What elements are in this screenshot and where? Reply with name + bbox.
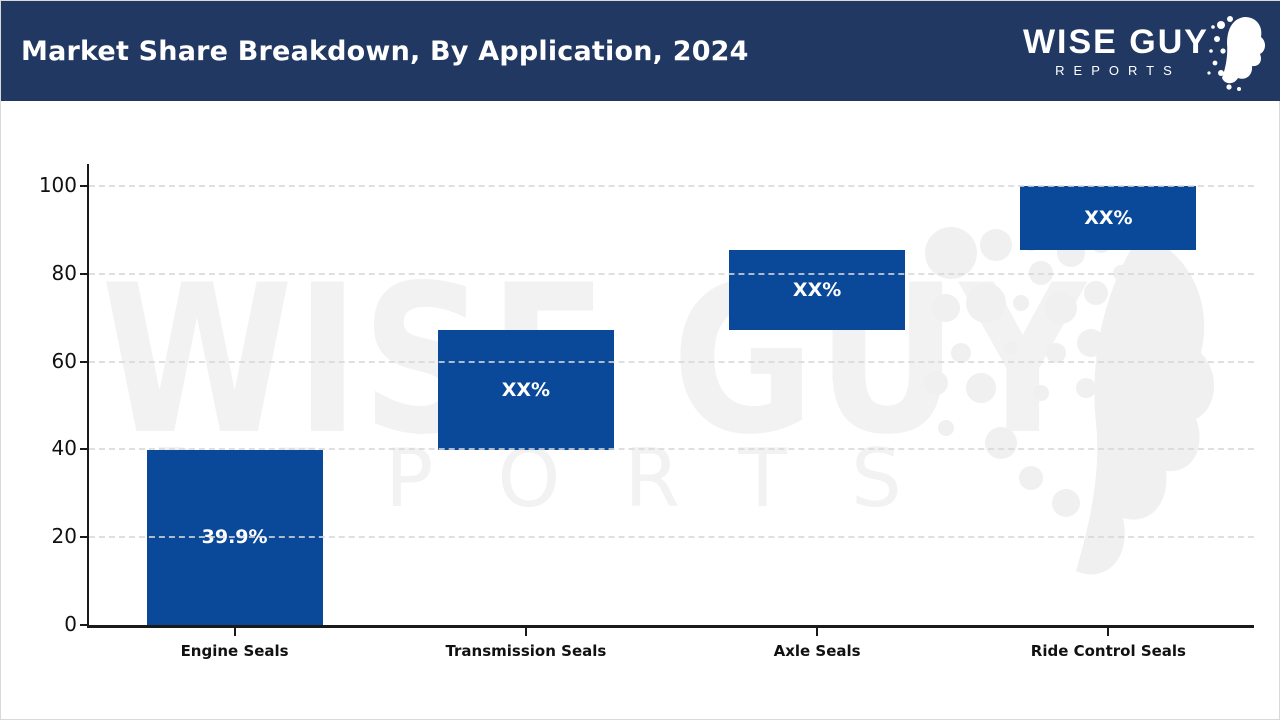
- logo-text: WISE GUY REPORTS: [1023, 25, 1209, 77]
- gridline-40: [89, 448, 1254, 451]
- header-bar: Market Share Breakdown, By Application, …: [1, 1, 1280, 101]
- bar-axle-seals: XX%: [729, 249, 906, 330]
- ytick-label-20: 20: [51, 524, 77, 549]
- chart-title: Market Share Breakdown, By Application, …: [21, 35, 749, 67]
- gridline-60: [89, 360, 1254, 363]
- bar-ride-control-seals: XX%: [1020, 186, 1197, 250]
- ytick-label-60: 60: [51, 348, 77, 373]
- ytick-label-0: 0: [64, 612, 77, 636]
- ytick-mark-40: [80, 448, 87, 451]
- logo-wordmark: WISE GUY: [1022, 23, 1209, 61]
- bar-transmission-seals: XX%: [437, 329, 614, 450]
- xtick-mark-1: [233, 628, 236, 636]
- logo-head-icon: [1207, 16, 1266, 91]
- gridline-20: [89, 536, 1254, 539]
- ytick-label-80: 80: [51, 260, 77, 285]
- xtick-mark-3: [816, 628, 819, 636]
- y-axis-line: [87, 164, 89, 627]
- gridline-100: [89, 185, 1254, 187]
- xtick-mark-4: [1107, 628, 1110, 636]
- xtick-label-1: Engine Seals: [180, 642, 289, 660]
- xtick-label-2: Transmission Seals: [445, 642, 607, 660]
- xtick-label-3: Axle Seals: [773, 642, 861, 660]
- bar-value-label: XX%: [792, 278, 842, 301]
- ytick-mark-100: [80, 185, 87, 187]
- xtick-label-4: Ride Control Seals: [1030, 642, 1186, 660]
- ytick-mark-0: [80, 624, 87, 626]
- x-axis-line: [87, 625, 1254, 628]
- bar-value-label: XX%: [501, 378, 551, 401]
- ytick-mark-20: [80, 536, 87, 539]
- ytick-label-100: 100: [38, 173, 77, 197]
- logo-subtitle: REPORTS: [1055, 63, 1181, 78]
- gridline-80: [89, 272, 1254, 275]
- brand-logo: WISE GUY REPORTS: [1023, 7, 1267, 95]
- xtick-mark-2: [524, 628, 527, 636]
- ytick-mark-80: [80, 272, 87, 275]
- ytick-mark-60: [80, 360, 87, 363]
- ytick-label-40: 40: [51, 436, 77, 461]
- bar-value-label: XX%: [1084, 206, 1133, 229]
